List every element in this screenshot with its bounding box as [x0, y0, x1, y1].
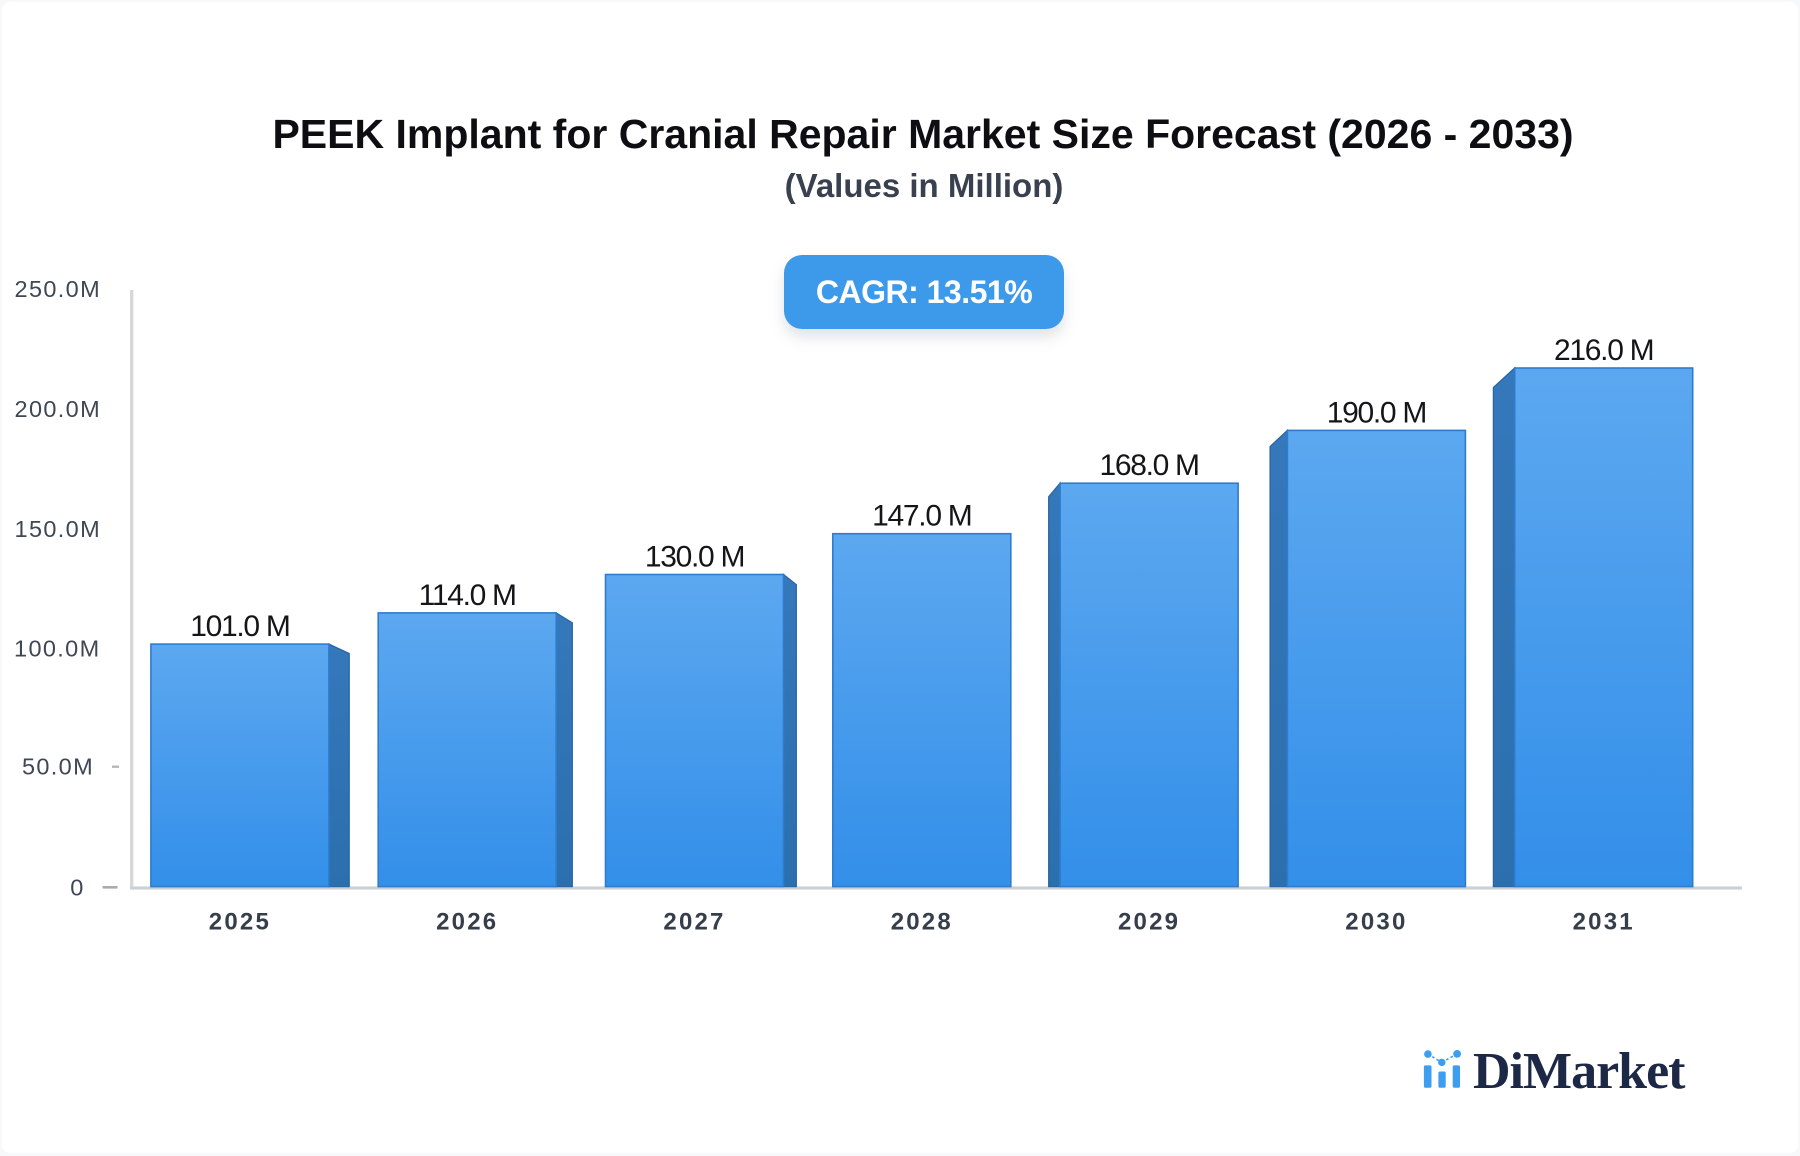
- svg-text:100.0M: 100.0M: [14, 636, 100, 662]
- svg-text:DiMarket: DiMarket: [1473, 1043, 1686, 1100]
- svg-text:CAGR: 13.51%: CAGR: 13.51%: [816, 274, 1032, 310]
- svg-text:(Values in Million): (Values in Million): [785, 167, 1064, 204]
- svg-text:147.0 M: 147.0 M: [872, 500, 971, 533]
- svg-text:200.0M: 200.0M: [15, 396, 101, 422]
- svg-text:101.0 M: 101.0 M: [190, 610, 289, 643]
- svg-text:250.0M: 250.0M: [15, 276, 101, 302]
- svg-text:2025: 2025: [209, 909, 271, 936]
- svg-text:2030: 2030: [1345, 909, 1407, 936]
- svg-text:150.0M: 150.0M: [15, 516, 101, 542]
- svg-text:216.0 M: 216.0 M: [1554, 334, 1653, 367]
- svg-text:2031: 2031: [1573, 909, 1635, 936]
- svg-text:190.0 M: 190.0 M: [1327, 396, 1426, 429]
- svg-text:114.0 M: 114.0 M: [419, 579, 516, 612]
- svg-text:130.0 M: 130.0 M: [645, 541, 744, 574]
- svg-text:168.0 M: 168.0 M: [1099, 449, 1198, 482]
- svg-text:2027: 2027: [663, 909, 725, 936]
- svg-text:2028: 2028: [891, 909, 953, 936]
- svg-text:PEEK Implant for Cranial Repai: PEEK Implant for Cranial Repair Market S…: [272, 111, 1573, 157]
- svg-text:2029: 2029: [1118, 909, 1180, 936]
- svg-text:2026: 2026: [436, 909, 498, 936]
- svg-text:50.0M: 50.0M: [22, 754, 94, 780]
- svg-text:0: 0: [70, 875, 84, 901]
